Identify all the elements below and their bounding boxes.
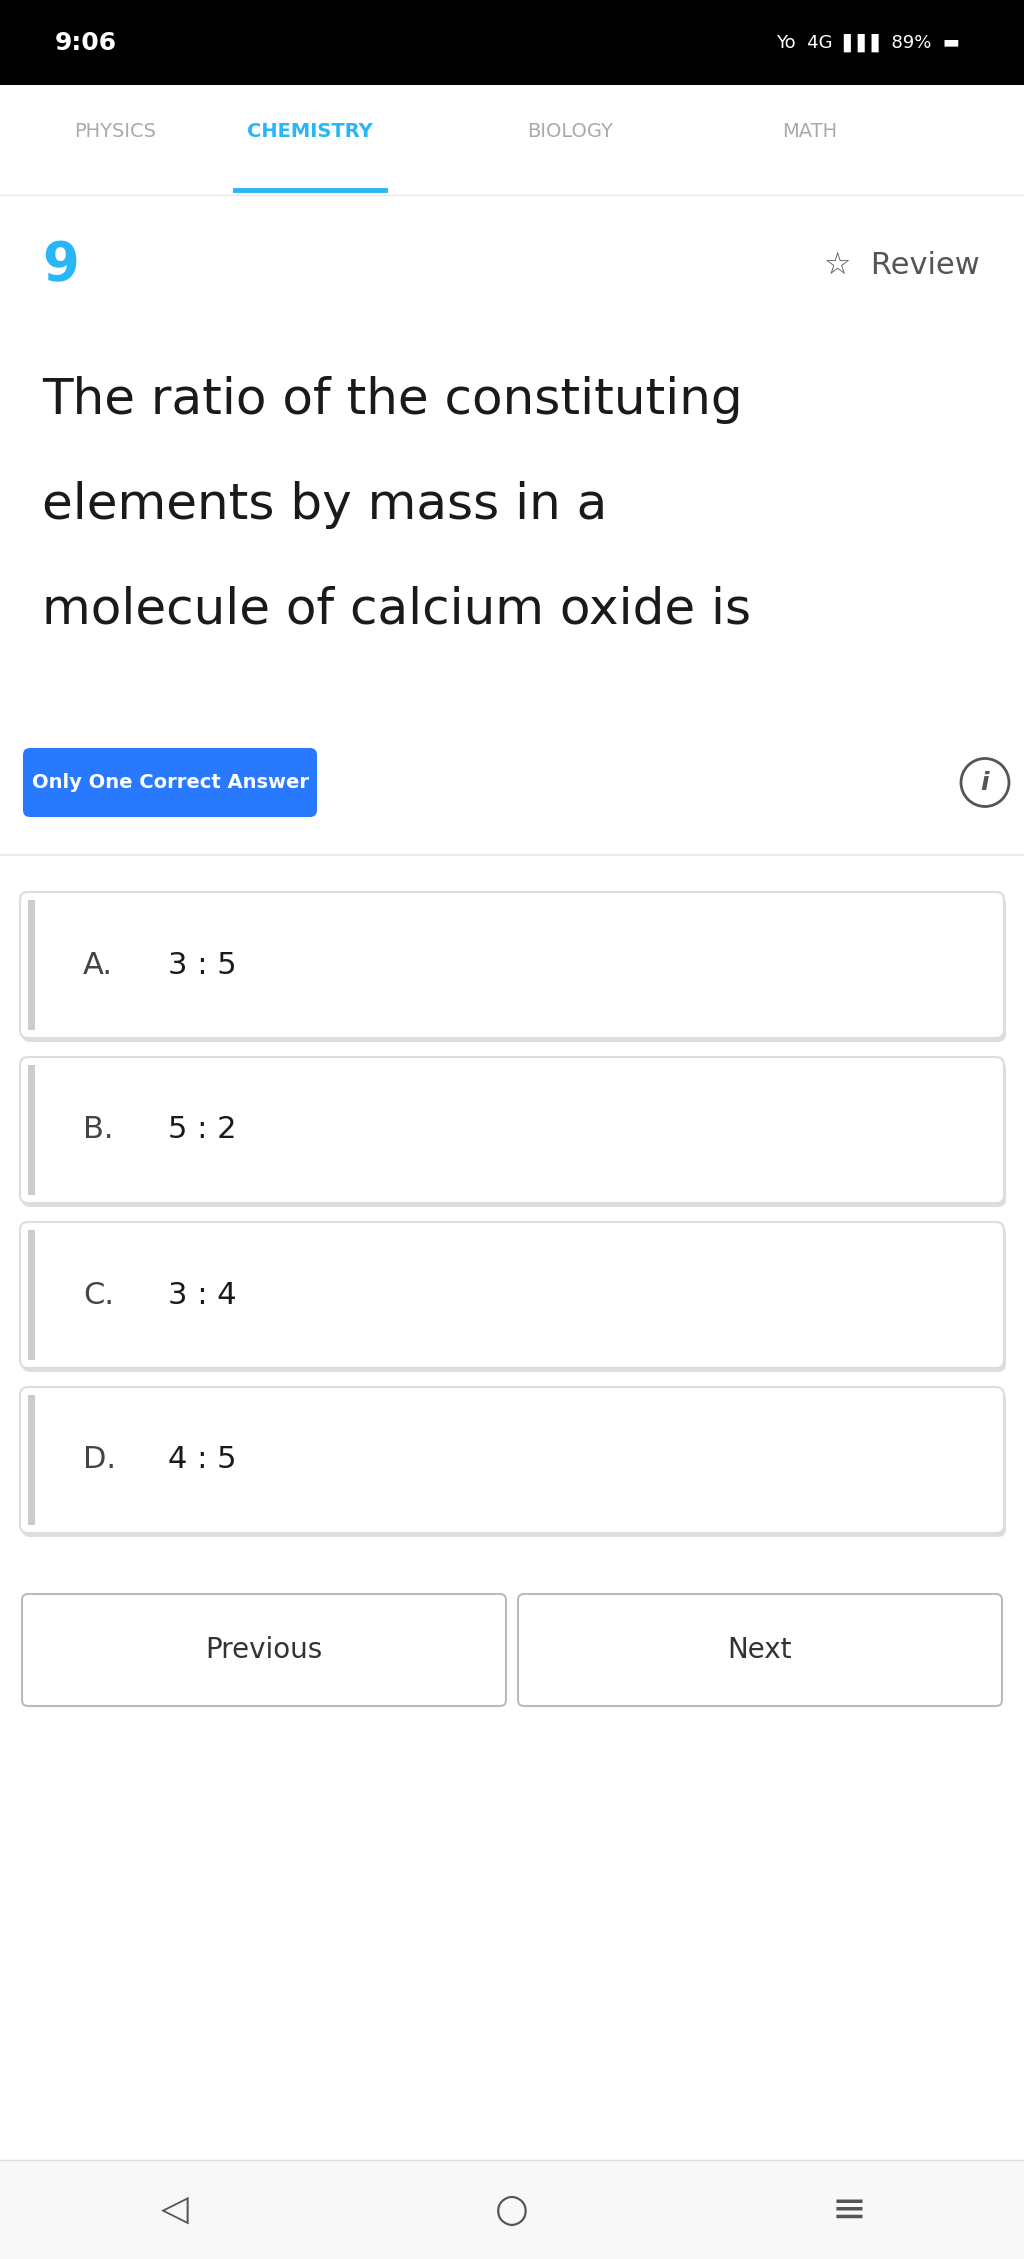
Text: Only One Correct Answer: Only One Correct Answer: [32, 773, 308, 793]
FancyBboxPatch shape: [0, 1739, 1024, 2160]
Text: 5 : 2: 5 : 2: [168, 1116, 237, 1145]
Text: ◁: ◁: [161, 2193, 188, 2227]
Text: The ratio of the constituting: The ratio of the constituting: [42, 375, 742, 425]
Text: CHEMISTRY: CHEMISTRY: [247, 122, 373, 140]
Text: MATH: MATH: [782, 122, 838, 140]
Text: A.: A.: [83, 951, 113, 980]
Text: Yo  4G  ▌▌▌ 89%  ▬: Yo 4G ▌▌▌ 89% ▬: [776, 34, 961, 52]
Text: ☆  Review: ☆ Review: [824, 251, 980, 280]
Text: i: i: [981, 770, 989, 795]
FancyBboxPatch shape: [22, 1062, 1006, 1206]
Text: 9:06: 9:06: [55, 32, 117, 54]
Text: 3 : 4: 3 : 4: [168, 1281, 237, 1310]
FancyBboxPatch shape: [22, 1595, 506, 1706]
Text: 4 : 5: 4 : 5: [168, 1446, 237, 1475]
FancyBboxPatch shape: [518, 1595, 1002, 1706]
FancyBboxPatch shape: [28, 1064, 35, 1195]
FancyBboxPatch shape: [0, 0, 1024, 86]
Text: BIOLOGY: BIOLOGY: [527, 122, 613, 140]
Text: ≡: ≡: [831, 2189, 866, 2230]
FancyBboxPatch shape: [28, 1229, 35, 1360]
FancyBboxPatch shape: [0, 2160, 1024, 2259]
FancyBboxPatch shape: [22, 1227, 1006, 1371]
FancyBboxPatch shape: [23, 748, 317, 818]
FancyBboxPatch shape: [20, 1387, 1004, 1534]
Text: D.: D.: [83, 1446, 116, 1475]
FancyBboxPatch shape: [22, 1392, 1006, 1536]
Text: B.: B.: [83, 1116, 114, 1145]
Text: Previous: Previous: [206, 1636, 323, 1665]
FancyBboxPatch shape: [22, 897, 1006, 1041]
Text: PHYSICS: PHYSICS: [74, 122, 156, 140]
Text: Next: Next: [728, 1636, 793, 1665]
FancyBboxPatch shape: [20, 892, 1004, 1037]
Text: C.: C.: [83, 1281, 114, 1310]
FancyBboxPatch shape: [0, 86, 1024, 194]
Text: 9: 9: [42, 239, 79, 291]
Text: 3 : 5: 3 : 5: [168, 951, 237, 980]
FancyBboxPatch shape: [20, 1057, 1004, 1204]
FancyBboxPatch shape: [28, 1396, 35, 1525]
Text: molecule of calcium oxide is: molecule of calcium oxide is: [42, 585, 752, 635]
Text: ○: ○: [495, 2191, 529, 2227]
FancyBboxPatch shape: [28, 899, 35, 1030]
Text: elements by mass in a: elements by mass in a: [42, 481, 607, 529]
FancyBboxPatch shape: [20, 1222, 1004, 1369]
